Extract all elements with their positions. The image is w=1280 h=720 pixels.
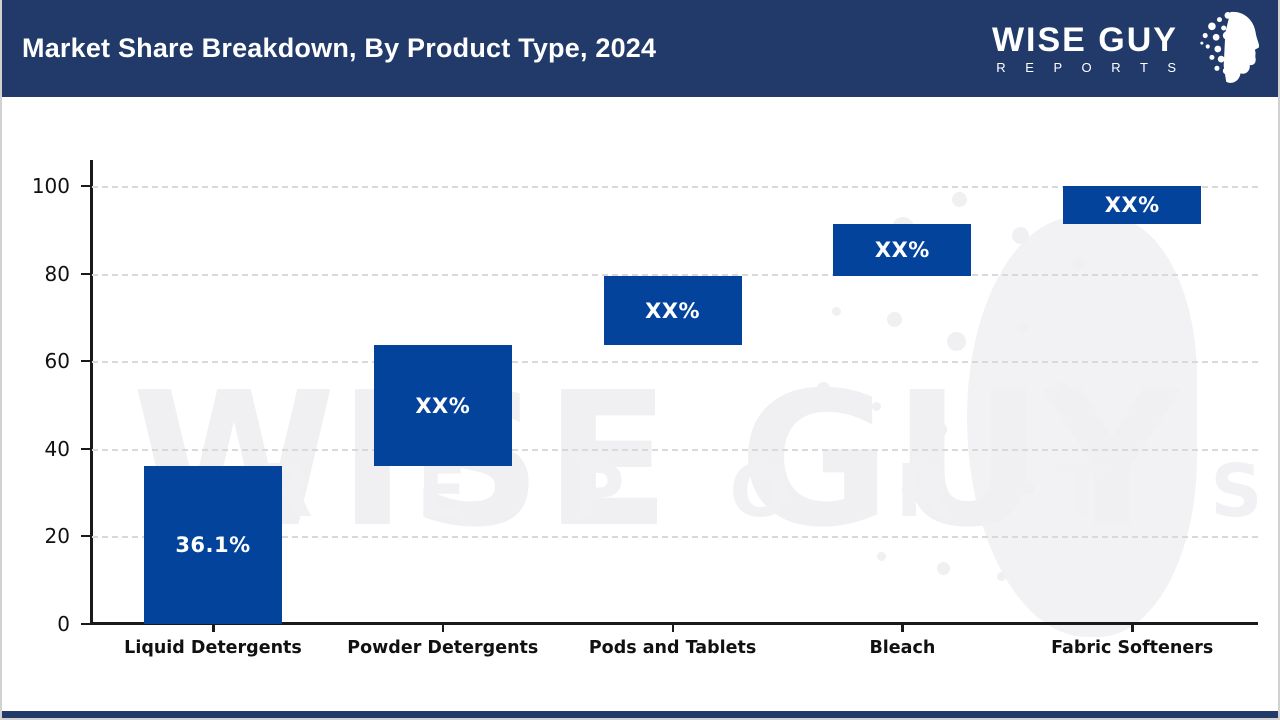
gridline (92, 536, 1258, 539)
watermark-dot (937, 562, 950, 575)
watermark-dot (997, 402, 1018, 423)
header-bar: Market Share Breakdown, By Product Type,… (2, 0, 1278, 97)
y-tick-label: 80 (44, 261, 70, 286)
logo-face-icon (1200, 11, 1260, 83)
gridline (92, 186, 1258, 188)
watermark-face (967, 217, 1197, 637)
x-axis-tick (212, 624, 215, 632)
page-title: Market Share Breakdown, By Product Type,… (22, 33, 657, 63)
watermark-dot (932, 422, 947, 437)
watermark-dot (1017, 322, 1028, 333)
logo-wordmark: WISE GUY (991, 21, 1178, 59)
x-axis-tick (671, 624, 675, 632)
bar-value-label: 36.1% (175, 532, 251, 557)
bar-bleach: XX% (833, 223, 972, 276)
watermark-dot (902, 482, 917, 497)
bar-value-label: XX% (874, 237, 930, 262)
x-axis-line (90, 622, 1258, 625)
brand-logo: WISE GUY R E P O R T S (992, 7, 1264, 91)
watermark-dot (832, 307, 841, 316)
gridline (92, 448, 1258, 451)
footer-bar (2, 711, 1278, 718)
watermark-dot (1012, 227, 1029, 244)
bar-powder-detergents: XX% (373, 345, 512, 466)
bar-value-label: XX% (645, 298, 701, 323)
x-tick-label: Pods and Tablets (588, 638, 757, 658)
watermark-dot (997, 572, 1006, 581)
bar-liquid-detergents: 36.1% (144, 465, 282, 624)
watermark-wordmark: WISE GUY (132, 352, 1181, 568)
y-tick-label: 20 (44, 524, 70, 549)
y-axis-tick (81, 360, 90, 363)
watermark-dot (872, 402, 881, 411)
y-axis-line (90, 160, 93, 624)
y-axis-tick (81, 272, 90, 275)
y-axis-tick (81, 535, 90, 538)
y-axis-tick (81, 185, 90, 187)
y-axis-tick (81, 623, 90, 625)
watermark-dot (1057, 382, 1068, 393)
watermark-dot (1022, 482, 1035, 495)
gridline (92, 361, 1258, 364)
bar-fabric-softeners: XX% (1063, 186, 1202, 224)
watermark-dot (1072, 257, 1085, 270)
x-tick-label: Fabric Softeners (1051, 638, 1214, 658)
y-tick-label: 100 (31, 174, 70, 198)
x-tick-label: Liquid Detergents (124, 638, 302, 658)
watermark-dot (877, 552, 886, 561)
x-tick-label: Powder Detergents (347, 638, 539, 658)
watermark-dot (947, 332, 966, 351)
watermark-dot (962, 502, 971, 511)
x-axis-tick (901, 624, 904, 632)
y-axis-tick (81, 447, 90, 450)
bar-value-label: XX% (415, 393, 471, 418)
watermark-dot (817, 382, 830, 395)
bar-value-label: XX% (1104, 192, 1160, 217)
logo-subtitle: R E P O R T S (996, 60, 1184, 75)
gridline (92, 273, 1258, 276)
y-tick-label: 40 (44, 436, 70, 461)
watermark-dot (952, 192, 967, 207)
x-tick-label: Bleach (869, 638, 936, 658)
watermark-dot (887, 312, 902, 327)
x-axis-tick (441, 624, 445, 632)
chart-area: WISE GUY R E P O R T S 0 20 40 60 80 100 Liqui… (2, 97, 1278, 711)
x-axis-tick (1131, 624, 1134, 632)
y-tick-label: 60 (44, 349, 70, 374)
bar-pods-and-tablets: XX% (603, 275, 742, 346)
watermark-dot (847, 472, 858, 483)
y-tick-label: 0 (57, 612, 70, 636)
